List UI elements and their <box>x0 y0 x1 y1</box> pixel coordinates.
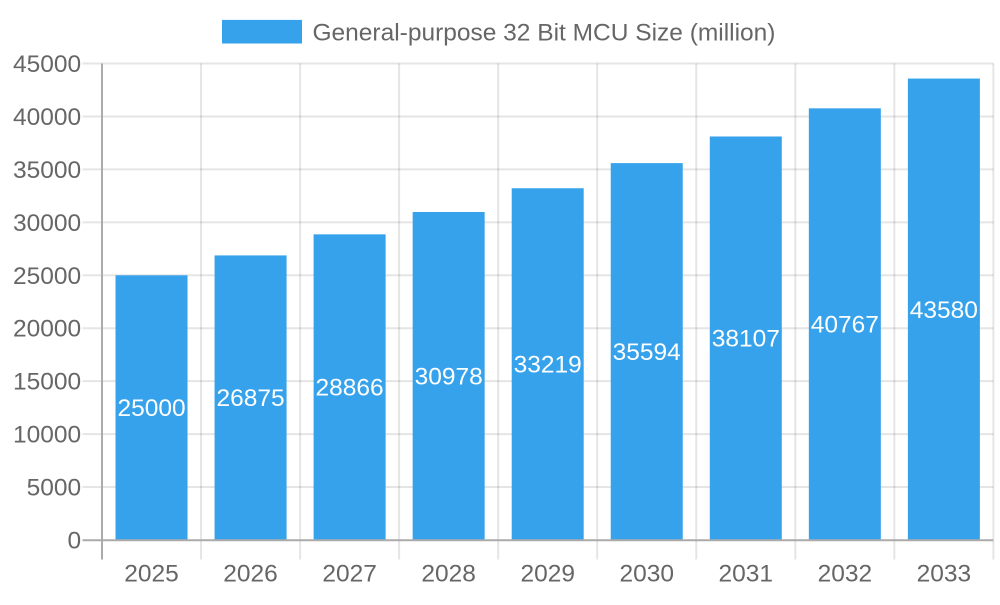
svg-text:5000: 5000 <box>27 475 82 502</box>
svg-text:30000: 30000 <box>13 210 81 237</box>
svg-text:40767: 40767 <box>811 312 879 339</box>
svg-text:33219: 33219 <box>514 352 582 379</box>
svg-text:28866: 28866 <box>316 375 384 402</box>
svg-text:2030: 2030 <box>619 560 674 587</box>
svg-text:2032: 2032 <box>818 560 873 587</box>
svg-text:45000: 45000 <box>13 51 81 78</box>
svg-text:2026: 2026 <box>223 560 278 587</box>
svg-text:20000: 20000 <box>13 316 81 343</box>
svg-text:30978: 30978 <box>415 363 483 390</box>
svg-text:26875: 26875 <box>216 385 284 412</box>
svg-text:35000: 35000 <box>13 157 81 184</box>
svg-text:2027: 2027 <box>322 560 377 587</box>
svg-text:2031: 2031 <box>719 560 774 587</box>
svg-text:35594: 35594 <box>613 339 681 366</box>
svg-text:15000: 15000 <box>13 369 81 396</box>
svg-text:2028: 2028 <box>421 560 476 587</box>
svg-text:25000: 25000 <box>117 395 185 422</box>
svg-text:40000: 40000 <box>13 104 81 131</box>
svg-text:0: 0 <box>68 528 82 555</box>
svg-text:38107: 38107 <box>712 326 780 353</box>
svg-text:25000: 25000 <box>13 263 81 290</box>
svg-text:10000: 10000 <box>13 422 81 449</box>
svg-text:General-purpose 32 Bit MCU Siz: General-purpose 32 Bit MCU Size (million… <box>313 19 776 46</box>
svg-text:43580: 43580 <box>910 297 978 324</box>
svg-text:2029: 2029 <box>520 560 575 587</box>
svg-text:2033: 2033 <box>917 560 972 587</box>
svg-text:2025: 2025 <box>124 560 179 587</box>
